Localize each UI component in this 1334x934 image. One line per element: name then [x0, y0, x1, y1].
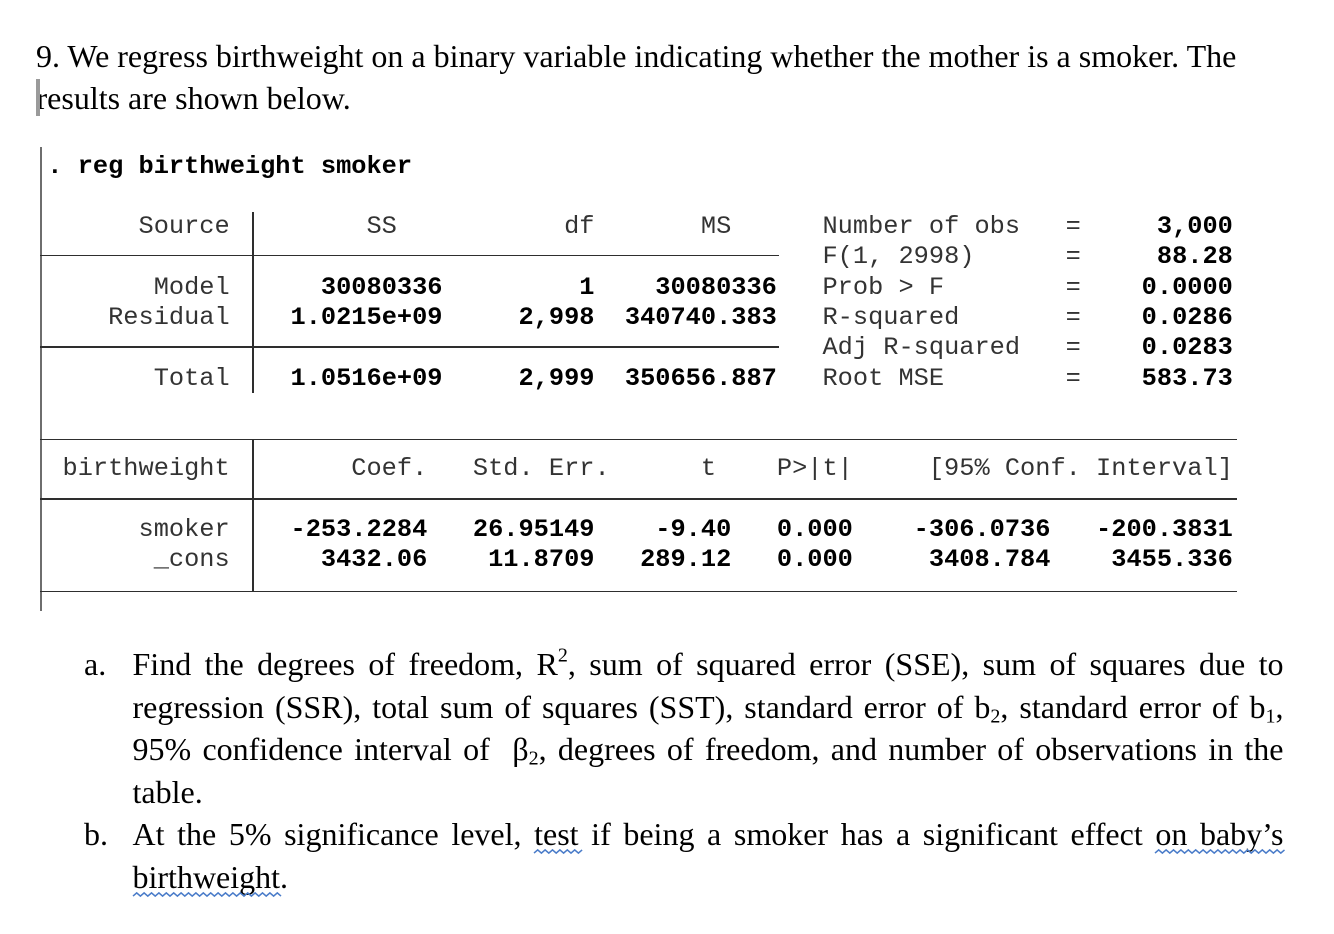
stata-value-segment: 0.0283	[1080, 333, 1233, 363]
coef-row-cons: _cons 3432.06 11.8709 289.12 0.000 3408.…	[47, 545, 1233, 575]
stata-label-segment: Total	[47, 363, 261, 393]
question-a-marker: a.	[84, 646, 107, 682]
question-b-line-1: At the 5% significance level, test if be…	[133, 813, 1286, 855]
anova-header-rule	[40, 254, 779, 256]
anova-header-row: Source SS df MS Number of obs = 3,000	[47, 212, 1233, 242]
stata-label-segment: _cons	[47, 544, 261, 574]
question-a-line-4: table.	[132, 773, 203, 810]
coef-top-rule	[40, 438, 1237, 441]
squiggle-underline	[132, 891, 281, 897]
question-b-line-2: birthweight.	[132, 856, 1284, 898]
question-a-line-2: regression (SSR), total sum of squares (…	[132, 688, 1284, 727]
stata-label-segment: R-squared =	[776, 302, 1081, 332]
intro-line-1: 9. We regress birthweight on a binary va…	[36, 37, 1237, 74]
stata-label-segment: Source SS df MS	[47, 212, 777, 242]
stata-value-segment: 3432.06 11.8709 289.12 0.000 3408.784 34…	[260, 544, 1233, 574]
stata-label-segment: Number of obs =	[776, 212, 1081, 242]
coef-bottom-rule	[40, 590, 1237, 593]
stata-value-segment: 3,000	[1080, 212, 1233, 242]
stata-value-segment: 0.0000	[1080, 272, 1233, 302]
stata-label-segment	[47, 242, 777, 271]
subscript: 2	[528, 747, 539, 770]
stata-value-segment: 30080336 1 30080336	[260, 272, 777, 302]
intro-line-2: results are shown below.	[36, 79, 351, 116]
stata-label-segment	[47, 333, 777, 362]
stata-value-segment: . reg birthweight smoker	[47, 151, 413, 181]
stata-label-segment: F(1, 2998) =	[776, 242, 1081, 272]
anova-stat-f-row: F(1, 2998) = 88.28	[47, 242, 1233, 272]
stata-label-segment: birthweight Coef. Std. Err. t P>|t| [95%…	[47, 454, 1233, 484]
stata-value-segment: -253.2284 26.95149 -9.40 0.000 -306.0736…	[260, 514, 1233, 544]
question-a-line-3: 95% confidence interval of β2, degrees o…	[132, 731, 1284, 770]
anova-row-model: Model 30080336 1 30080336 Prob > F = 0.0…	[47, 273, 1233, 303]
question-b-marker: b.	[84, 816, 108, 852]
superscript: 2	[557, 644, 568, 667]
stata-value-segment: 583.73	[1080, 363, 1233, 393]
grammar-squiggle-word: on baby’s	[1154, 816, 1286, 855]
squiggle-underline	[533, 849, 583, 855]
coef-vertical-separator	[252, 438, 254, 593]
stata-left-border	[39, 146, 42, 611]
stata-value-segment: 1.0215e+09 2,998 340740.383	[260, 302, 777, 332]
grammar-squiggle-word: test	[533, 816, 583, 855]
coef-row-smoker: smoker -253.2284 26.95149 -9.40 0.000 -3…	[47, 514, 1233, 545]
anova-stat-adj-row: Adj R-squared = 0.0283	[47, 333, 1233, 363]
stata-label-segment: smoker	[47, 514, 261, 544]
question-a-line-1: Find the degrees of freedom, R2, sum of …	[132, 644, 1284, 682]
coef-header-row: birthweight Coef. Std. Err. t P>|t| [95%…	[47, 454, 1233, 484]
stata-command: . reg birthweight smoker	[47, 152, 412, 182]
grammar-squiggle-word: birthweight	[132, 859, 281, 897]
squiggle-underline	[1154, 849, 1286, 855]
anova-row-residual: Residual 1.0215e+09 2,998 340740.383 R-s…	[47, 303, 1233, 333]
stata-label-segment: Root MSE =	[776, 363, 1081, 393]
subscript: 1	[1265, 705, 1276, 727]
stata-value-segment: 0.0286	[1080, 302, 1233, 332]
stata-value-segment: 88.28	[1080, 242, 1233, 272]
coef-header-rule	[40, 498, 1237, 500]
subscript: 2	[990, 705, 1001, 727]
text-cursor[interactable]	[36, 78, 40, 116]
anova-total-rule	[40, 346, 779, 348]
stata-label-segment: Adj R-squared =	[776, 333, 1081, 363]
anova-vertical-separator	[252, 211, 254, 393]
anova-row-total: Total 1.0516e+09 2,999 350656.887 Root M…	[47, 364, 1233, 394]
stata-label-segment: Residual	[47, 302, 261, 332]
stata-label-segment: Prob > F =	[776, 272, 1081, 302]
stata-value-segment: 1.0516e+09 2,999 350656.887	[260, 363, 777, 393]
stata-label-segment: Model	[47, 272, 261, 302]
